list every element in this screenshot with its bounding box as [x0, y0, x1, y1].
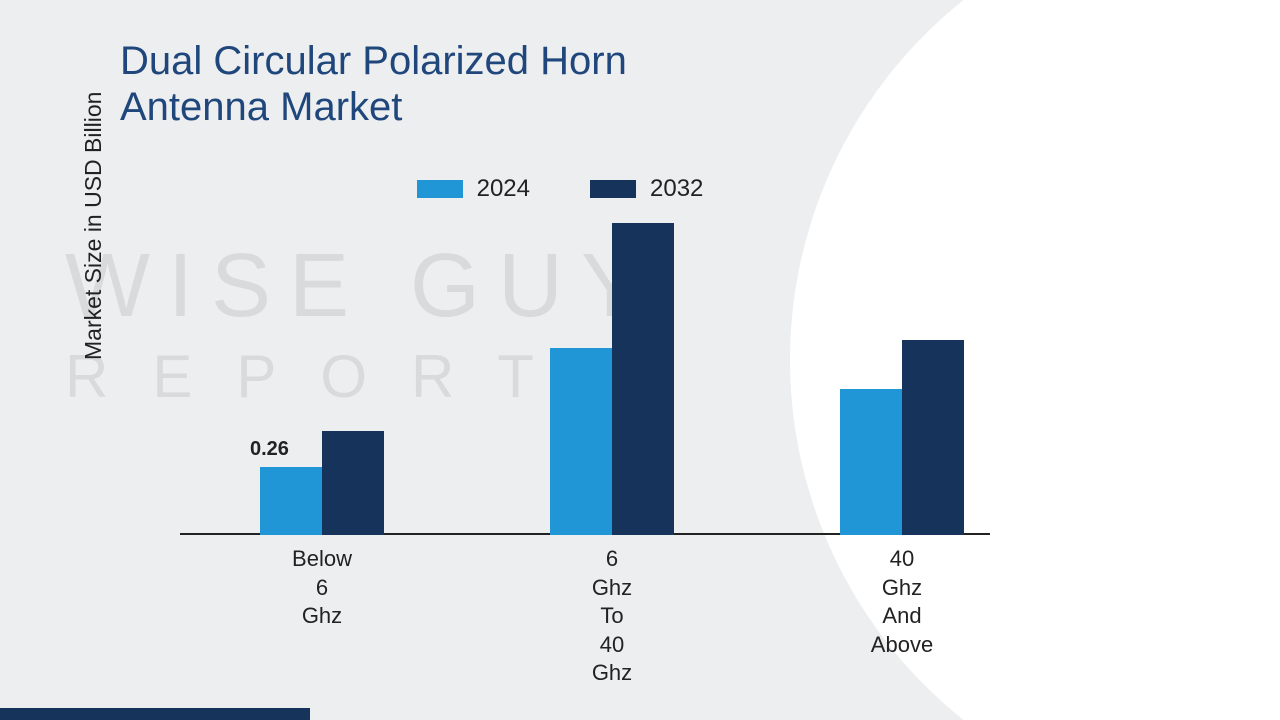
brand-line2: REPORTS	[1036, 65, 1240, 91]
plot-area: Below 6 Ghz6 Ghz To 40 Ghz40 Ghz And Abo…	[180, 223, 990, 535]
legend-item: 2024	[417, 175, 530, 203]
bar-chart: 20242032 Below 6 Ghz6 Ghz To 40 Ghz40 Gh…	[110, 175, 1010, 685]
bar-group: 6 Ghz To 40 Ghz	[550, 223, 674, 535]
legend-label: 2024	[477, 175, 530, 203]
bar-group: 40 Ghz And Above	[840, 340, 964, 535]
brand-line1: WISE GUY	[1036, 28, 1240, 67]
bar-value-label: 0.26	[250, 438, 289, 461]
bar	[840, 389, 902, 535]
legend-swatch	[590, 180, 636, 198]
category-label: 40 Ghz And Above	[840, 535, 964, 659]
bar	[612, 223, 674, 535]
chart-title: Dual Circular Polarized Horn Antenna Mar…	[120, 38, 760, 130]
legend-label: 2032	[650, 175, 703, 203]
legend-swatch	[417, 180, 463, 198]
bar	[550, 348, 612, 535]
brand-logo: WISE GUY REPORTS	[1036, 28, 1240, 91]
stage: WISE GUY REPORTS WISE GUY REPORTS Dual C…	[0, 0, 1280, 720]
bottom-accent-bar	[0, 708, 310, 720]
legend: 2024 2032	[110, 175, 1010, 203]
category-label: Below 6 Ghz	[260, 535, 384, 631]
bar	[902, 340, 964, 535]
y-axis-label: Market Size in USD Billion	[80, 92, 107, 360]
category-label: 6 Ghz To 40 Ghz	[550, 535, 674, 688]
bar	[260, 467, 322, 535]
bar	[322, 431, 384, 535]
legend-item: 2032	[590, 175, 703, 203]
